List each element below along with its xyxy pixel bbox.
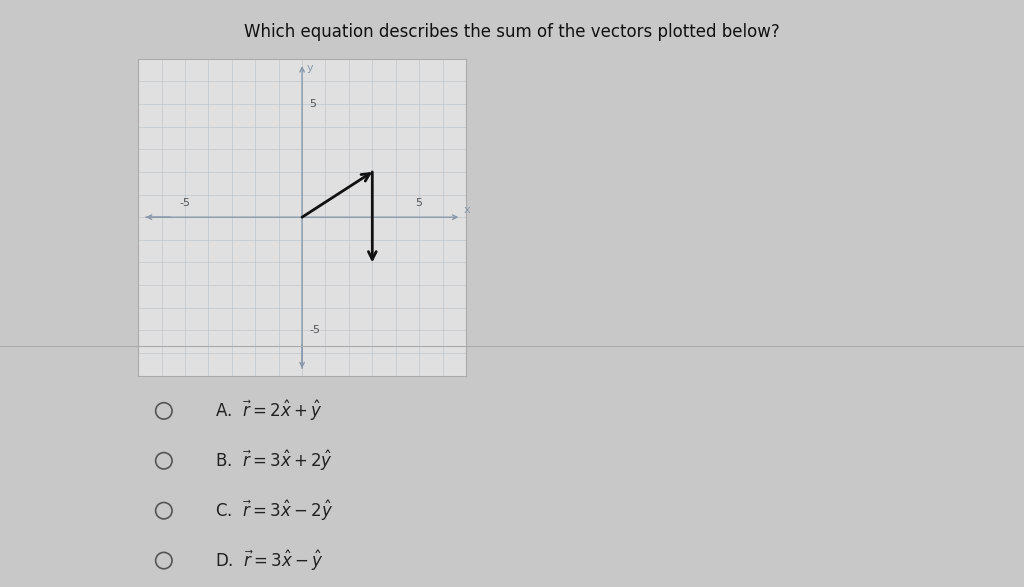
Text: x: x	[464, 205, 470, 215]
Text: B.  $\vec{r} = 3\hat{x} + 2\hat{y}$: B. $\vec{r} = 3\hat{x} + 2\hat{y}$	[215, 448, 333, 473]
Text: -5: -5	[179, 198, 190, 208]
Text: Which equation describes the sum of the vectors plotted below?: Which equation describes the sum of the …	[244, 23, 780, 42]
Text: 5: 5	[416, 198, 423, 208]
Text: y: y	[307, 63, 313, 73]
Text: -5: -5	[309, 325, 321, 335]
Text: D.  $\vec{r} = 3\hat{x} - \hat{y}$: D. $\vec{r} = 3\hat{x} - \hat{y}$	[215, 548, 324, 573]
Text: A.  $\vec{r} = 2\hat{x} + \hat{y}$: A. $\vec{r} = 2\hat{x} + \hat{y}$	[215, 399, 323, 423]
Text: C.  $\vec{r} = 3\hat{x} - 2\hat{y}$: C. $\vec{r} = 3\hat{x} - 2\hat{y}$	[215, 498, 333, 523]
Text: 5: 5	[309, 99, 316, 109]
